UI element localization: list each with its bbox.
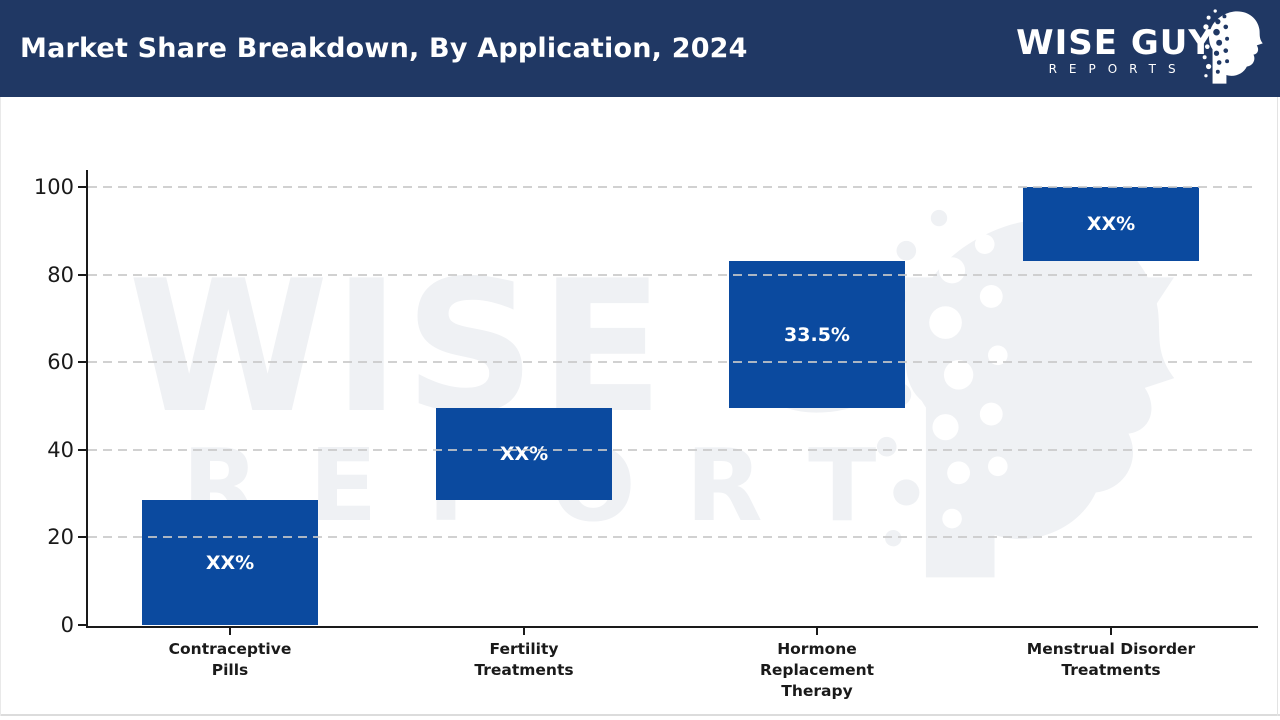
page-title: Market Share Breakdown, By Application, … <box>20 33 748 64</box>
y-tick-label-40: 40 <box>47 437 74 462</box>
x-category-label-0: Contraceptive Pills <box>168 640 292 679</box>
logo-text: WISE GUY REPORTS <box>1016 22 1214 77</box>
wiseguy-logo: WISE GUY REPORTS <box>1016 5 1268 91</box>
y-axis-line <box>86 170 88 627</box>
logo-wordmark: WISE GUY <box>1016 22 1214 63</box>
gridline-40 <box>88 448 1258 451</box>
y-tick-label-0: 0 <box>60 613 74 637</box>
bar-value-label: XX% <box>205 551 255 574</box>
y-tick-label-80: 80 <box>47 262 74 287</box>
x-category-label-2: Hormone Replacement Therapy <box>759 640 875 700</box>
y-tick-mark-80 <box>78 273 87 276</box>
bar-value-label: XX% <box>1086 213 1136 236</box>
gridline-20 <box>88 536 1258 539</box>
bottom-rule <box>0 714 1280 716</box>
header: Market Share Breakdown, By Application, … <box>0 0 1280 97</box>
logo-subtitle: REPORTS <box>1048 62 1188 77</box>
x-tick-mark-0 <box>229 628 231 635</box>
bar-segment-3: XX% <box>1023 187 1199 262</box>
y-tick-mark-40 <box>78 448 87 451</box>
right-rule <box>1277 97 1278 716</box>
y-tick-mark-0 <box>78 624 87 626</box>
bar-segment-0: XX% <box>142 500 318 625</box>
gridline-60 <box>88 361 1258 364</box>
y-tick-mark-20 <box>78 536 87 539</box>
y-tick-mark-100 <box>78 186 87 188</box>
left-rule <box>0 97 1 716</box>
bar-segment-2: 33.5% <box>729 261 905 409</box>
x-tick-mark-1 <box>523 628 525 635</box>
x-category-label-3: Menstrual Disorder Treatments <box>1026 640 1196 679</box>
y-tick-label-20: 20 <box>47 525 74 550</box>
gridline-100 <box>88 186 1258 188</box>
wiseguy-face-icon <box>1202 5 1268 91</box>
y-tick-label-100: 100 <box>33 175 74 199</box>
bar-segment-1: XX% <box>436 408 612 501</box>
x-axis-line <box>86 626 1258 628</box>
gridline-80 <box>88 273 1258 276</box>
bar-value-label: 33.5% <box>784 323 850 346</box>
bar-value-label: XX% <box>499 443 549 466</box>
x-tick-mark-3 <box>1110 628 1112 635</box>
x-tick-mark-2 <box>816 628 818 635</box>
y-tick-label-60: 60 <box>47 350 74 375</box>
x-category-label-1: Fertility Treatments <box>474 640 574 679</box>
y-tick-mark-60 <box>78 361 87 364</box>
